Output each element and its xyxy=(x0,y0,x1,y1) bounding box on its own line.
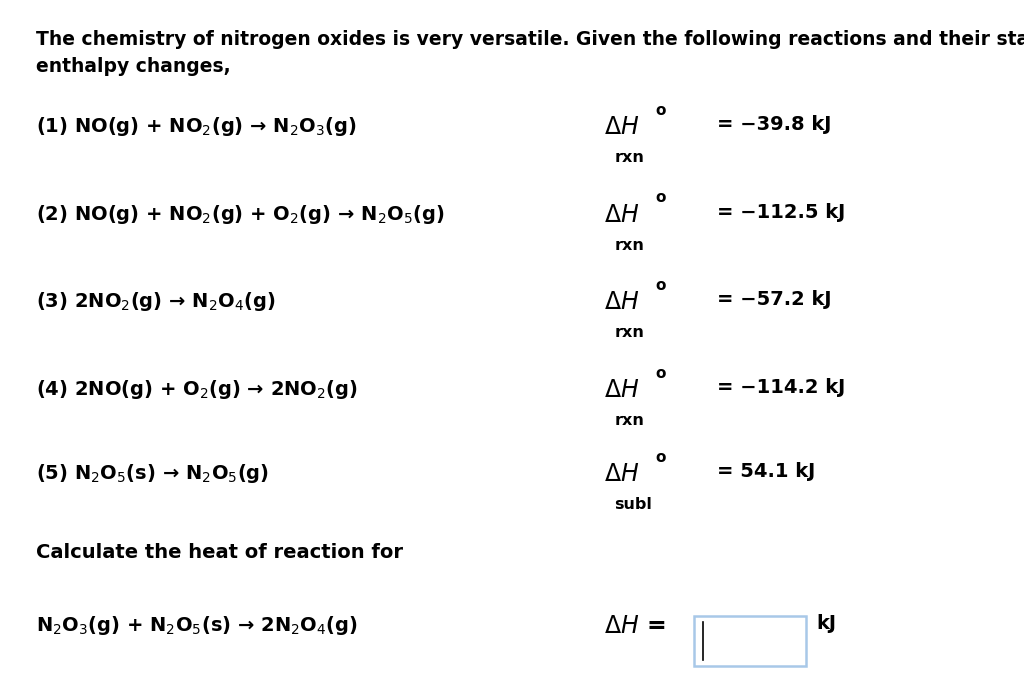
Text: o: o xyxy=(655,366,666,381)
Text: $\Delta H$: $\Delta H$ xyxy=(604,202,639,227)
FancyBboxPatch shape xyxy=(694,616,806,666)
Text: $\Delta H$: $\Delta H$ xyxy=(604,462,639,487)
Text: o: o xyxy=(655,450,666,465)
Text: = −112.5 kJ: = −112.5 kJ xyxy=(717,202,845,221)
Text: N$_2$O$_3$(g) + N$_2$O$_5$(s) → 2N$_2$O$_4$(g): N$_2$O$_3$(g) + N$_2$O$_5$(s) → 2N$_2$O$… xyxy=(36,614,357,637)
Text: = −39.8 kJ: = −39.8 kJ xyxy=(717,115,831,134)
Text: rxn: rxn xyxy=(614,238,644,252)
Text: rxn: rxn xyxy=(614,325,644,340)
Text: $\Delta H$: $\Delta H$ xyxy=(604,290,639,315)
Text: (5) N$_2$O$_5$(s) → N$_2$O$_5$(g): (5) N$_2$O$_5$(s) → N$_2$O$_5$(g) xyxy=(36,462,269,485)
Text: o: o xyxy=(655,278,666,293)
Text: Calculate the heat of reaction for: Calculate the heat of reaction for xyxy=(36,543,402,562)
Text: rxn: rxn xyxy=(614,150,644,165)
Text: enthalpy changes,: enthalpy changes, xyxy=(36,57,230,76)
Text: o: o xyxy=(655,103,666,117)
Text: (4) 2NO(g) + O$_2$(g) → 2NO$_2$(g): (4) 2NO(g) + O$_2$(g) → 2NO$_2$(g) xyxy=(36,378,358,401)
Text: = −57.2 kJ: = −57.2 kJ xyxy=(717,290,831,309)
Text: $\Delta H$: $\Delta H$ xyxy=(604,115,639,139)
Text: The chemistry of nitrogen oxides is very versatile. Given the following reaction: The chemistry of nitrogen oxides is very… xyxy=(36,30,1024,49)
Text: rxn: rxn xyxy=(614,413,644,428)
Text: kJ: kJ xyxy=(816,614,837,633)
Text: (1) NO(g) + NO$_2$(g) → N$_2$O$_3$(g): (1) NO(g) + NO$_2$(g) → N$_2$O$_3$(g) xyxy=(36,115,356,138)
Text: $\Delta H$ =: $\Delta H$ = xyxy=(604,614,666,639)
Text: o: o xyxy=(655,190,666,205)
Text: $\Delta H$: $\Delta H$ xyxy=(604,378,639,402)
Text: = −114.2 kJ: = −114.2 kJ xyxy=(717,378,845,397)
Text: = 54.1 kJ: = 54.1 kJ xyxy=(717,462,815,481)
Text: subl: subl xyxy=(614,497,652,512)
Text: (3) 2NO$_2$(g) → N$_2$O$_4$(g): (3) 2NO$_2$(g) → N$_2$O$_4$(g) xyxy=(36,290,275,313)
Text: (2) NO(g) + NO$_2$(g) + O$_2$(g) → N$_2$O$_5$(g): (2) NO(g) + NO$_2$(g) + O$_2$(g) → N$_2$… xyxy=(36,202,444,225)
